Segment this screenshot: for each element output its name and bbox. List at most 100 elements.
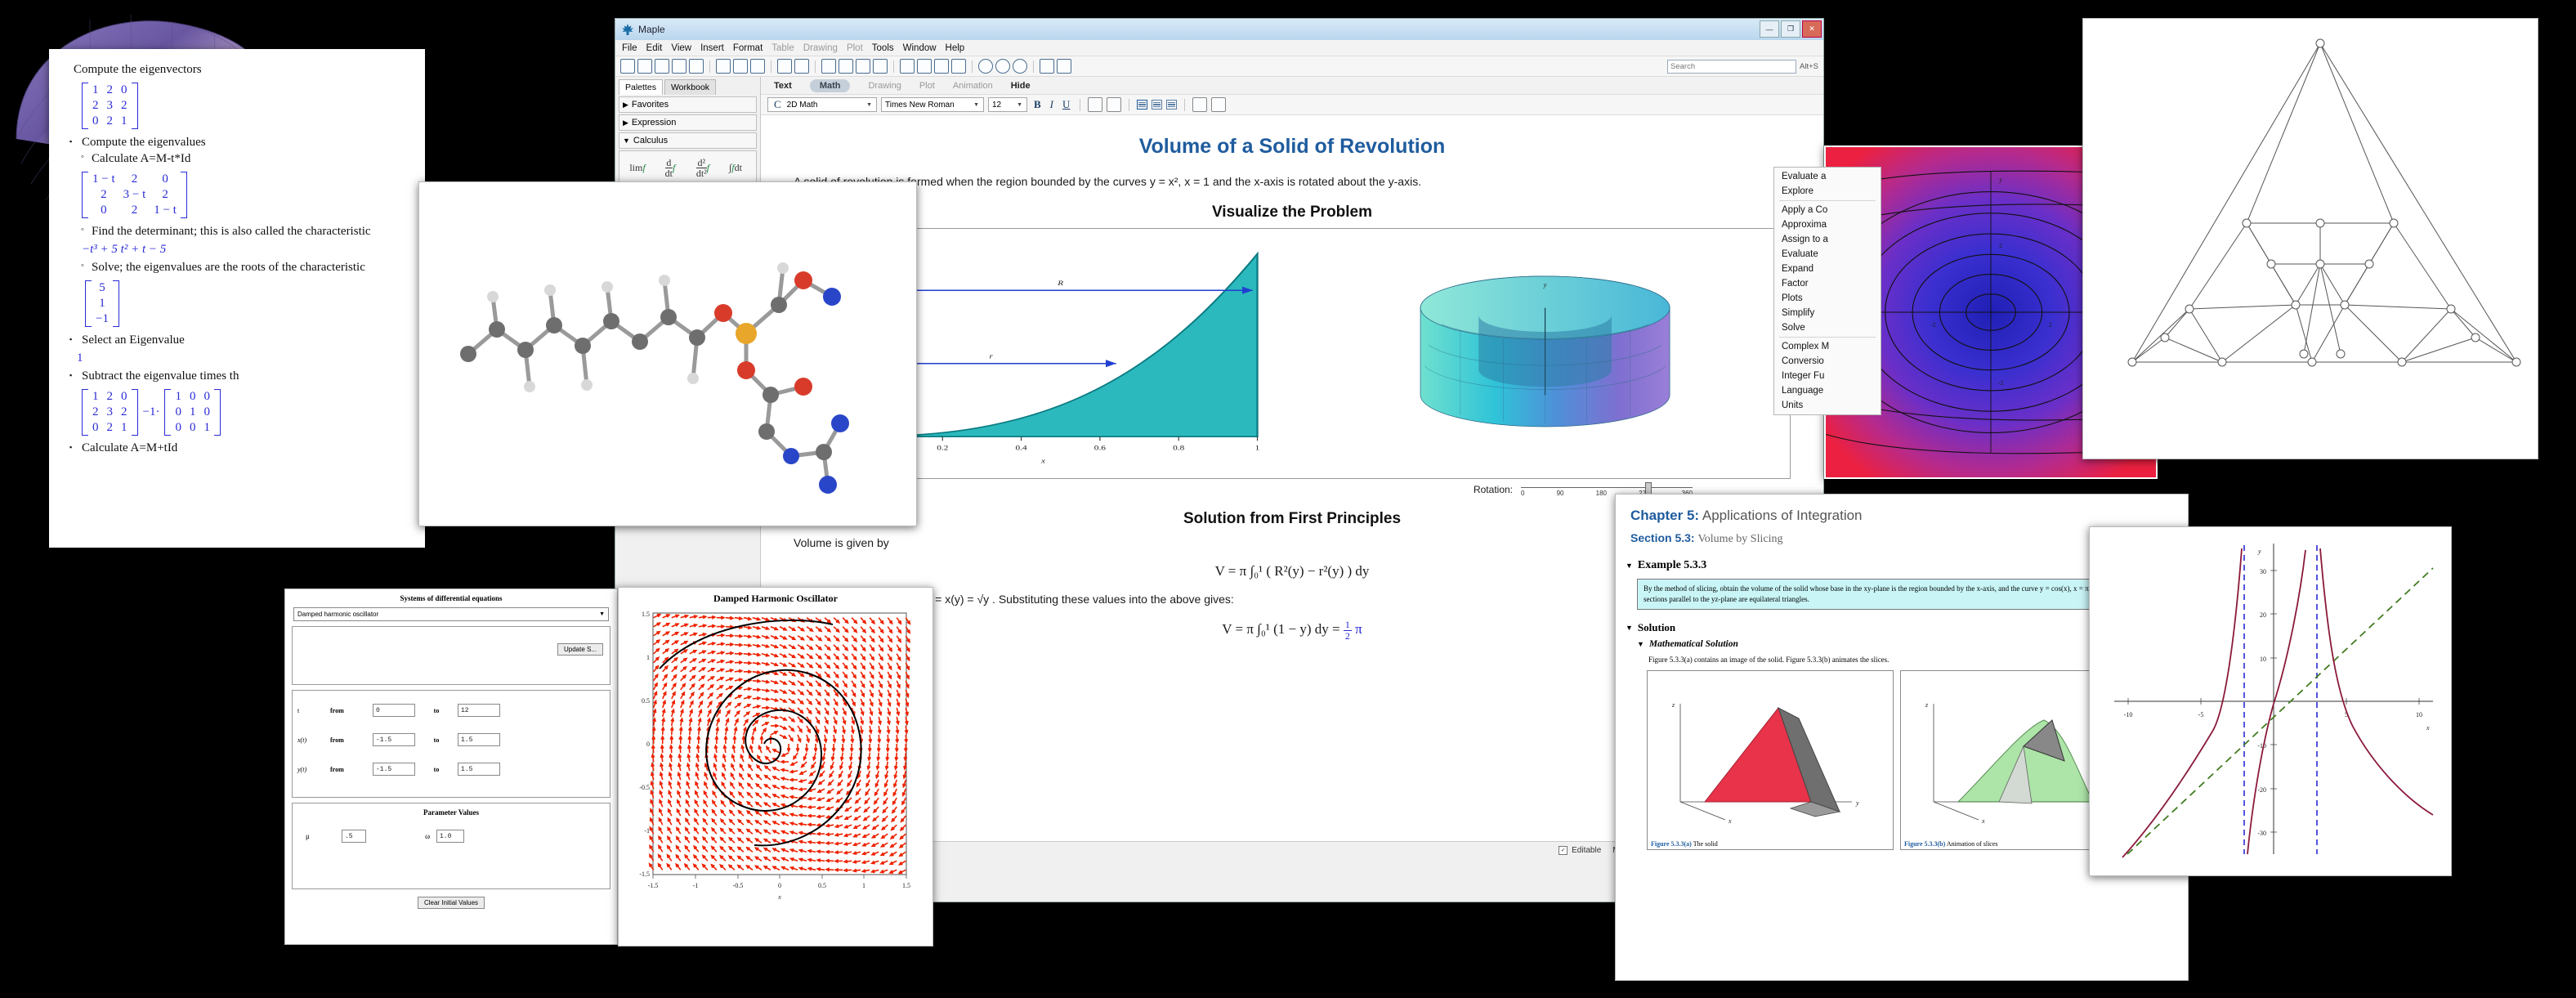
print-preview-icon[interactable] xyxy=(689,59,704,74)
chevron-down-icon[interactable]: ▼ xyxy=(1637,640,1644,649)
menu-format[interactable]: Format xyxy=(732,43,763,53)
tab-animation[interactable]: Animation xyxy=(952,80,993,91)
execute-icon[interactable] xyxy=(900,59,915,74)
phase-portrait-plot[interactable]: -1.5 -1 -0.5 0 0.5 1 1.5 x 1.5 1 0.5 0 -0.5 -1 -… xyxy=(619,605,932,924)
style-select[interactable]: C 2D Math ▼ xyxy=(767,97,877,112)
window-controls[interactable]: — ❐ ✕ xyxy=(1760,20,1822,38)
parameters-panel[interactable]: Parameter Values μ .5 ω 1.0 xyxy=(292,803,610,889)
from-input[interactable]: -1.5 xyxy=(373,763,415,776)
menu-item-conversions[interactable]: Conversio xyxy=(1782,356,1824,366)
tab-hide[interactable]: Hide xyxy=(1010,80,1031,91)
example-heading[interactable]: ▼ Example 5.3.3 xyxy=(1626,559,2188,572)
math-solution-heading[interactable]: ▼ Mathematical Solution xyxy=(1637,639,2188,649)
save-icon[interactable] xyxy=(655,59,669,74)
maple-toolbar[interactable]: Alt+S xyxy=(615,56,1823,77)
search-input[interactable] xyxy=(1667,59,1797,74)
parameter-row[interactable]: μ .5 ω 1.0 xyxy=(297,830,605,843)
from-input[interactable]: 0 xyxy=(373,704,415,717)
chevron-down-icon[interactable]: ▼ xyxy=(1626,624,1633,633)
range-row-y[interactable]: y(t) from -1.5 to 1.5 xyxy=(297,754,605,784)
italic-button[interactable]: I xyxy=(1049,98,1054,110)
menu-edit[interactable]: Edit xyxy=(646,43,663,53)
differential-equations-app[interactable]: Systems of differential equations Damped… xyxy=(284,589,618,945)
menu-item-simplify[interactable]: Simplify xyxy=(1782,308,1815,318)
molecule-viewer-window[interactable] xyxy=(418,181,917,526)
menu-item-plots[interactable]: Plots xyxy=(1782,293,1803,303)
text-mode-icon[interactable] xyxy=(821,59,836,74)
menu-item-units[interactable]: Units xyxy=(1782,401,1804,410)
clear-button-wrap[interactable]: Clear Initial Values xyxy=(285,894,617,909)
redo-icon[interactable] xyxy=(794,59,809,74)
menu-insert[interactable]: Insert xyxy=(700,43,724,53)
range-row-t[interactable]: t from 0 to 12 xyxy=(297,696,605,725)
menu-item-expand[interactable]: Expand xyxy=(1782,264,1814,274)
tab-drawing[interactable]: Drawing xyxy=(868,80,901,91)
menu-item-solve[interactable]: Solve xyxy=(1782,323,1805,333)
clear-initial-values-button[interactable]: Clear Initial Values xyxy=(417,897,485,909)
slider-thumb[interactable] xyxy=(1645,482,1652,495)
palette-item-limit[interactable]: lim f xyxy=(629,161,646,173)
bold-button[interactable]: B xyxy=(1034,98,1041,110)
to-input[interactable]: 1.5 xyxy=(458,763,500,776)
menu-item-complex-maps[interactable]: Complex M xyxy=(1782,342,1830,351)
menu-file[interactable]: File xyxy=(622,43,637,53)
paste-icon[interactable] xyxy=(750,59,765,74)
palette-item-second-derivative[interactable]: d² dt² f xyxy=(695,156,710,179)
maple-menu-bar[interactable]: File Edit View Insert Format Table Drawi… xyxy=(615,40,1823,56)
menu-plot[interactable]: Plot xyxy=(846,43,863,53)
visualization-plot-box[interactable]: 00.20.4 0.60.81 x 00.20.4 0.60.81 y xyxy=(794,228,1791,479)
menu-view[interactable]: View xyxy=(671,43,692,53)
menu-table[interactable]: Table xyxy=(771,43,794,53)
minimize-button[interactable]: — xyxy=(1760,20,1779,38)
menu-item-apply-command[interactable]: Apply a Co xyxy=(1782,205,1828,215)
planar-graph-drawing[interactable] xyxy=(2083,19,2538,459)
numbered-list-icon[interactable] xyxy=(1211,97,1227,112)
maple-search-box[interactable]: Alt+S xyxy=(1667,59,1818,74)
zoom-in-icon[interactable] xyxy=(1013,59,1027,74)
tutor-icon[interactable] xyxy=(1057,59,1071,74)
zoom-out-icon[interactable] xyxy=(978,59,993,74)
font-select[interactable]: Times New Roman ▼ xyxy=(881,97,984,112)
bullet-list-icon[interactable] xyxy=(1192,97,1208,112)
tab-plot[interactable]: Plot xyxy=(919,80,935,91)
copy-icon[interactable] xyxy=(733,59,748,74)
solution-heading[interactable]: ▼ Solution xyxy=(1626,621,2188,634)
font-size-select[interactable]: 12 ▼ xyxy=(988,97,1027,112)
align-center-icon[interactable] xyxy=(1152,100,1163,110)
align-left-icon[interactable] xyxy=(1137,100,1148,110)
tab-text[interactable]: Text xyxy=(774,80,792,91)
figure-a-cell[interactable]: z y x Figure 5.3.3(a) The solid xyxy=(1647,670,1894,851)
editable-checkbox-wrap[interactable]: ✓ Editable xyxy=(1559,845,1601,855)
rotation-control[interactable]: Rotation: 0 90 180 270 360 xyxy=(794,482,1791,497)
tab-workbook[interactable]: Workbook xyxy=(664,79,717,95)
menu-item-evaluate[interactable]: Evaluate xyxy=(1782,249,1818,259)
palette-tabs[interactable]: Palettes Workbook xyxy=(615,77,760,95)
menu-item-language[interactable]: Language xyxy=(1782,386,1824,396)
menu-item-factor[interactable]: Factor xyxy=(1782,279,1809,289)
param-omega-input[interactable]: 1.0 xyxy=(436,830,464,843)
plot-mode-icon[interactable] xyxy=(873,59,888,74)
interrupt-icon[interactable] xyxy=(934,59,949,74)
ranges-panel[interactable]: t from 0 to 12 x(t) from -1.5 to 1.5 y(t… xyxy=(292,690,610,798)
system-select[interactable]: Damped harmonic oscillator ▼ xyxy=(293,607,609,621)
palette-item-integral[interactable]: ∫ f dt xyxy=(729,161,742,173)
molecule-3d-model[interactable] xyxy=(419,182,916,526)
from-input[interactable]: -1.5 xyxy=(373,733,415,746)
print-icon[interactable] xyxy=(672,59,686,74)
debug-icon[interactable] xyxy=(1040,59,1054,74)
execute-all-icon[interactable] xyxy=(917,59,932,74)
equation-panel[interactable]: Update S... xyxy=(292,626,610,685)
graph-network-window[interactable] xyxy=(2082,18,2538,459)
editable-checkbox[interactable]: ✓ xyxy=(1559,845,1568,855)
drawing-mode-icon[interactable] xyxy=(856,59,870,74)
close-button[interactable]: ✕ xyxy=(1802,20,1822,38)
param-mu-input[interactable]: .5 xyxy=(342,830,366,843)
menu-window[interactable]: Window xyxy=(902,43,937,53)
menu-tools[interactable]: Tools xyxy=(871,43,894,53)
tab-palettes[interactable]: Palettes xyxy=(619,79,663,95)
new-document-icon[interactable] xyxy=(620,59,635,74)
menu-item-evaluate-at[interactable]: Evaluate a xyxy=(1782,172,1827,181)
rotation-slider[interactable]: 0 90 180 270 360 xyxy=(1521,482,1693,497)
highlight-icon[interactable] xyxy=(1107,97,1122,112)
text-color-icon[interactable] xyxy=(1088,97,1103,112)
